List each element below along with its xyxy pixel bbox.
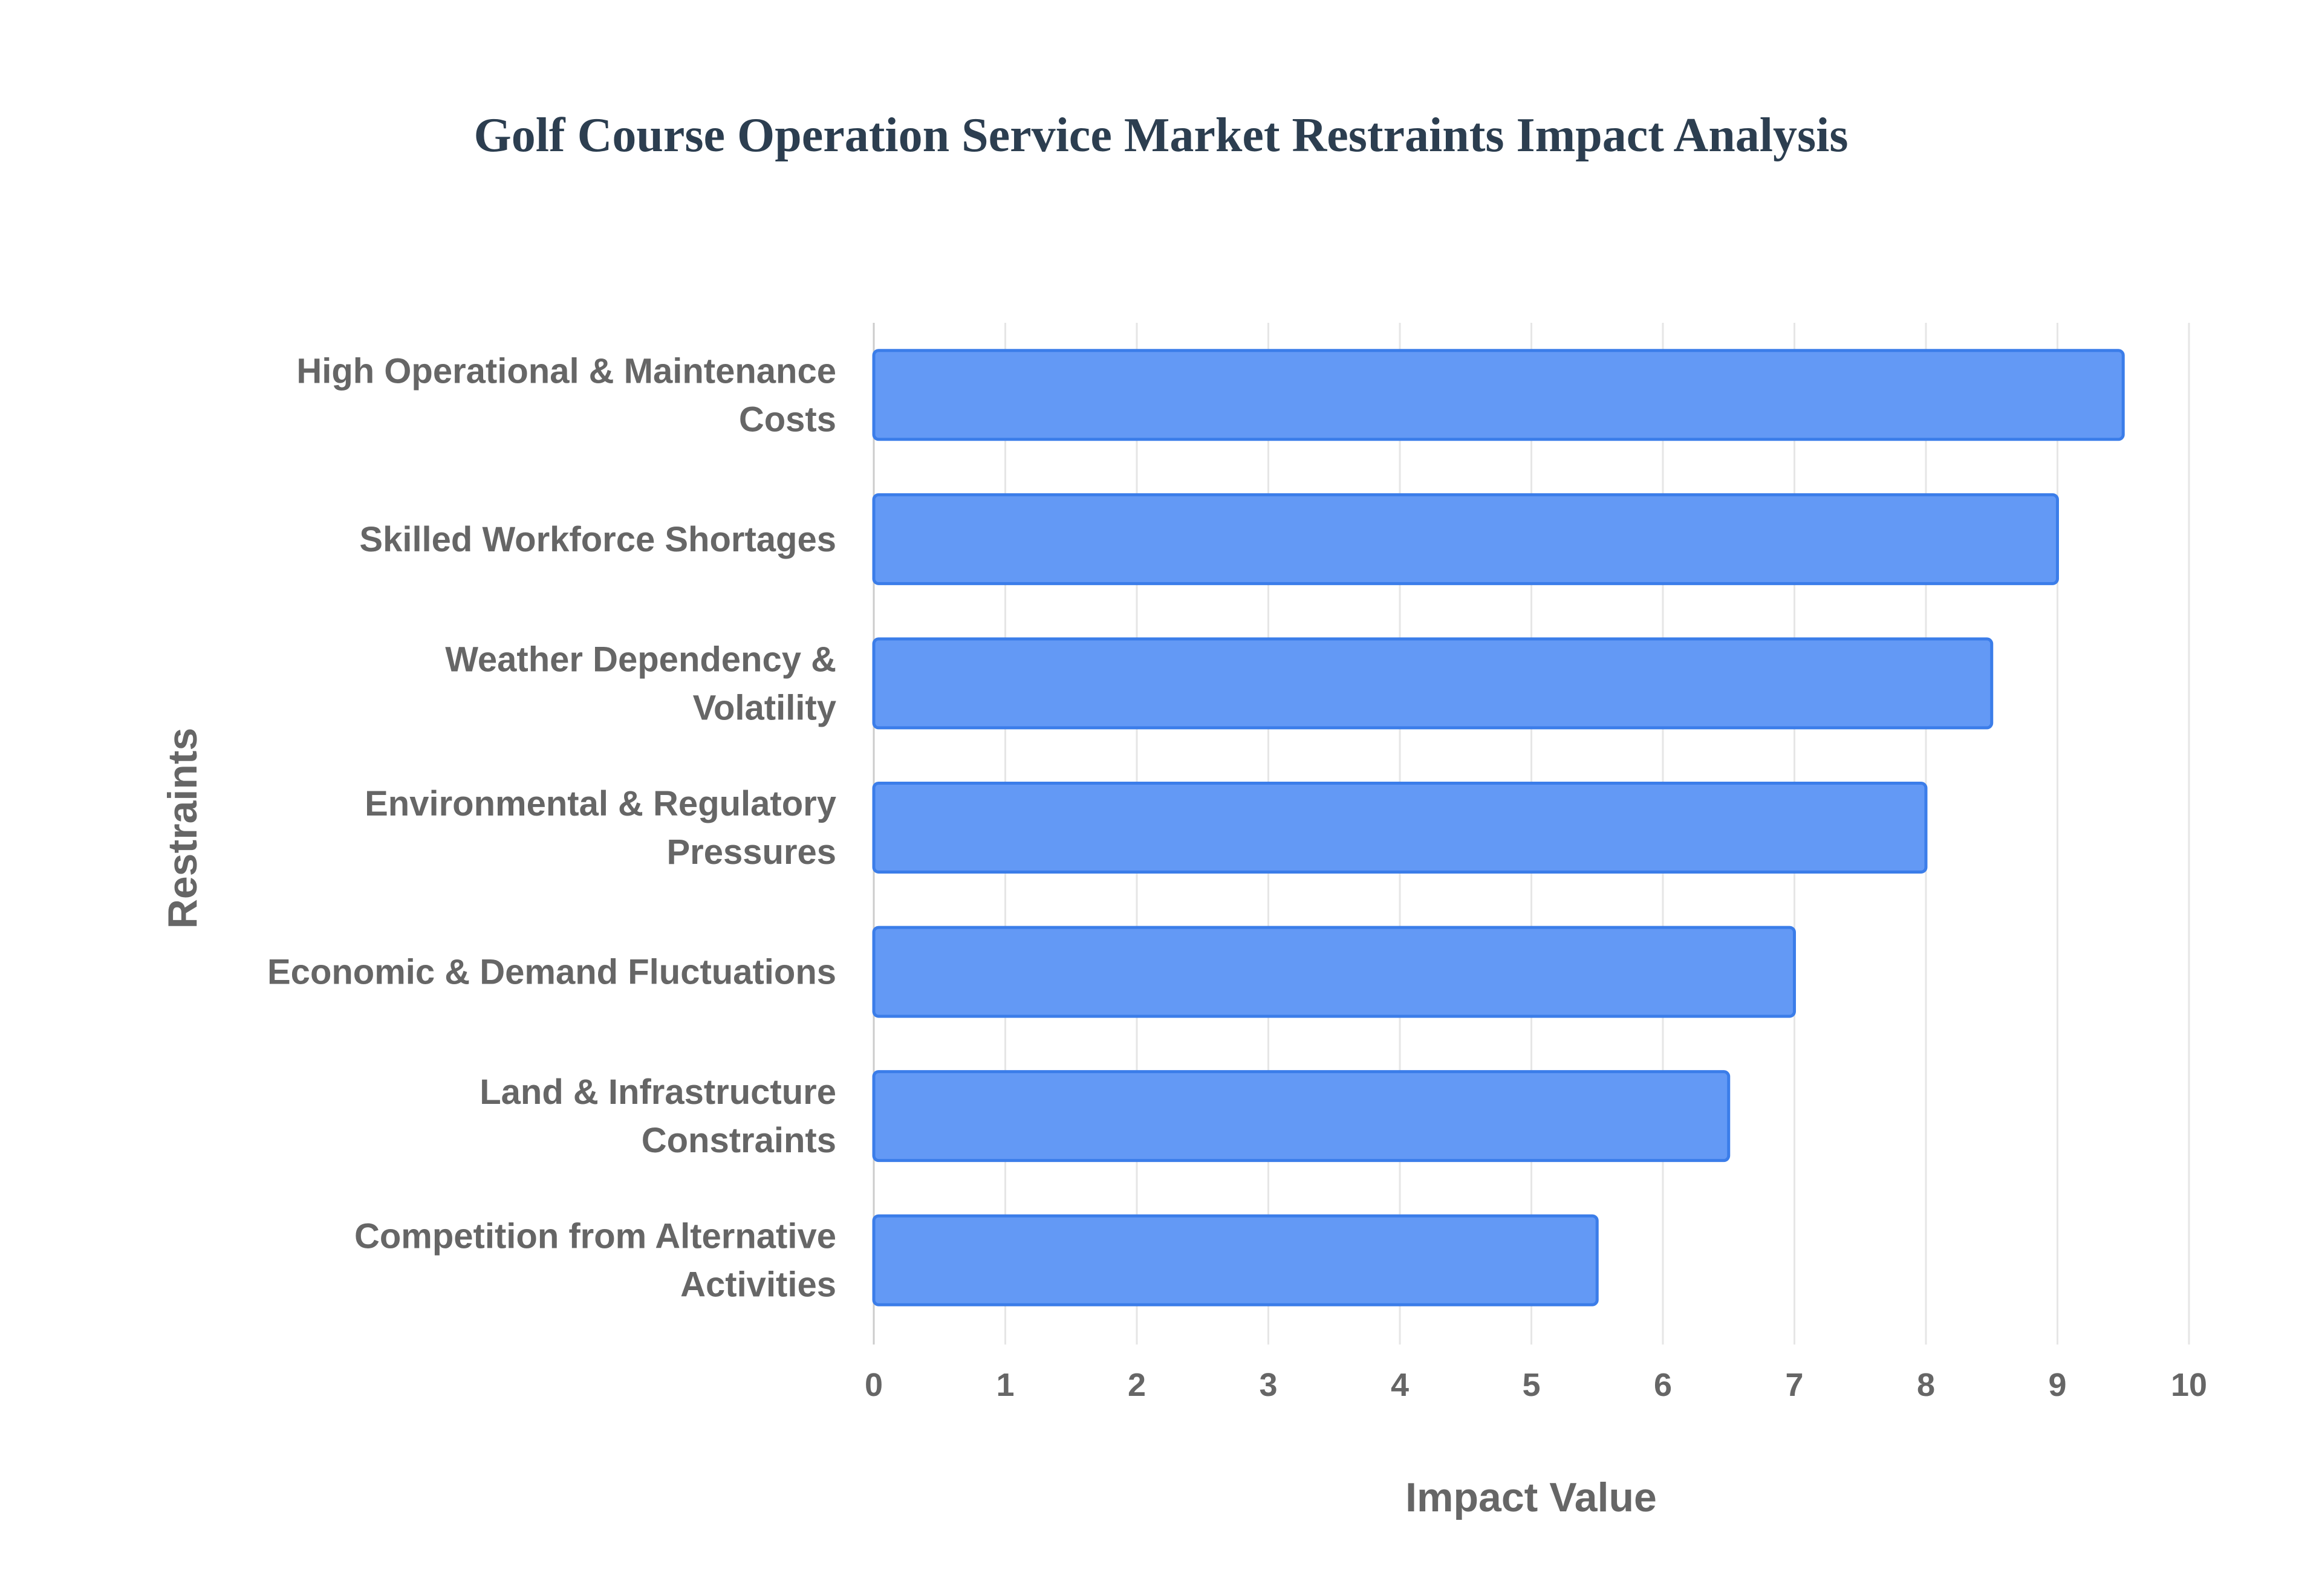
category-label-line: Constraints xyxy=(642,1121,836,1160)
category-label-line: Activities xyxy=(680,1265,836,1305)
category-label: Weather Dependency & Volatility xyxy=(445,640,836,727)
category-label: High Operational & Maintenance Costs xyxy=(296,351,836,439)
x-tick-label: 6 xyxy=(1654,1367,1672,1403)
category-label-line: High Operational & Maintenance xyxy=(296,351,836,391)
chart-title: Golf Course Operation Service Market Res… xyxy=(473,109,1848,162)
category-label-line: Pressures xyxy=(666,832,836,872)
category-label-line: Skilled Workforce Shortages xyxy=(359,520,836,559)
category-label: Environmental & Regulatory Pressures xyxy=(365,784,836,872)
bar xyxy=(872,782,1928,874)
x-tick-label: 7 xyxy=(1785,1367,1803,1403)
x-tick-label: 4 xyxy=(1391,1367,1409,1403)
x-tick-label: 10 xyxy=(2171,1367,2207,1403)
category-label-line: Competition from Alternative xyxy=(354,1217,836,1256)
category-label-line: Environmental & Regulatory xyxy=(365,784,836,823)
bar xyxy=(872,637,1994,730)
bar xyxy=(872,926,1796,1018)
category-label: Skilled Workforce Shortages xyxy=(359,520,836,559)
bar xyxy=(872,1070,1731,1163)
category-label: Competition from Alternative Activities xyxy=(354,1217,836,1305)
bar xyxy=(872,1214,1599,1306)
x-tick-label: 2 xyxy=(1128,1367,1146,1403)
category-label-line: Costs xyxy=(739,400,836,439)
bar xyxy=(872,349,2125,441)
category-label-line: Economic & Demand Fluctuations xyxy=(267,953,836,992)
category-label: Land & Infrastructure Constraints xyxy=(480,1072,836,1160)
y-axis-title: Restraints xyxy=(160,728,206,929)
category-label-line: Land & Infrastructure xyxy=(480,1072,836,1112)
bar xyxy=(872,493,2059,585)
x-tick-label: 5 xyxy=(1522,1367,1540,1403)
x-axis-title: Impact Value xyxy=(1405,1474,1657,1520)
category-label-line: Volatility xyxy=(693,688,836,727)
category-label: Economic & Demand Fluctuations xyxy=(267,953,836,992)
x-tick-label: 9 xyxy=(2048,1367,2066,1403)
category-label-line: Weather Dependency & xyxy=(445,640,836,679)
x-tick-label: 3 xyxy=(1259,1367,1277,1403)
x-tick-label: 8 xyxy=(1917,1367,1935,1403)
x-tick-label: 0 xyxy=(865,1367,883,1403)
x-tick-label: 1 xyxy=(996,1367,1014,1403)
